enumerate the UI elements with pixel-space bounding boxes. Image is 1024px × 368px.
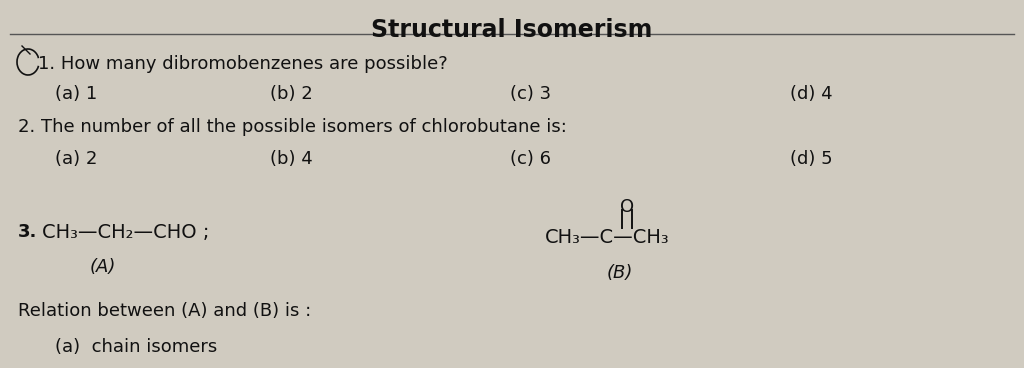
Text: Relation between (A) and (B) is :: Relation between (A) and (B) is :: [18, 302, 311, 320]
Text: (B): (B): [607, 264, 634, 282]
Text: (A): (A): [90, 258, 117, 276]
Text: (b) 2: (b) 2: [270, 85, 312, 103]
Text: (b) 4: (b) 4: [270, 150, 312, 168]
Text: 3.: 3.: [18, 223, 37, 241]
Text: (a)  chain isomers: (a) chain isomers: [55, 338, 217, 356]
Text: (d) 4: (d) 4: [790, 85, 833, 103]
Text: (a) 1: (a) 1: [55, 85, 97, 103]
Text: (d) 5: (d) 5: [790, 150, 833, 168]
Text: CH₃—C—CH₃: CH₃—C—CH₃: [545, 228, 670, 247]
Text: (c) 6: (c) 6: [510, 150, 551, 168]
Text: (a) 2: (a) 2: [55, 150, 97, 168]
Text: 1. How many dibromobenzenes are possible?: 1. How many dibromobenzenes are possible…: [38, 55, 447, 73]
Text: O: O: [620, 198, 634, 216]
Text: Structural Isomerism: Structural Isomerism: [372, 18, 652, 42]
Text: 2. The number of all the possible isomers of chlorobutane is:: 2. The number of all the possible isomer…: [18, 118, 567, 136]
Text: CH₃—CH₂—CHO ;: CH₃—CH₂—CHO ;: [42, 223, 209, 242]
Text: (c) 3: (c) 3: [510, 85, 551, 103]
